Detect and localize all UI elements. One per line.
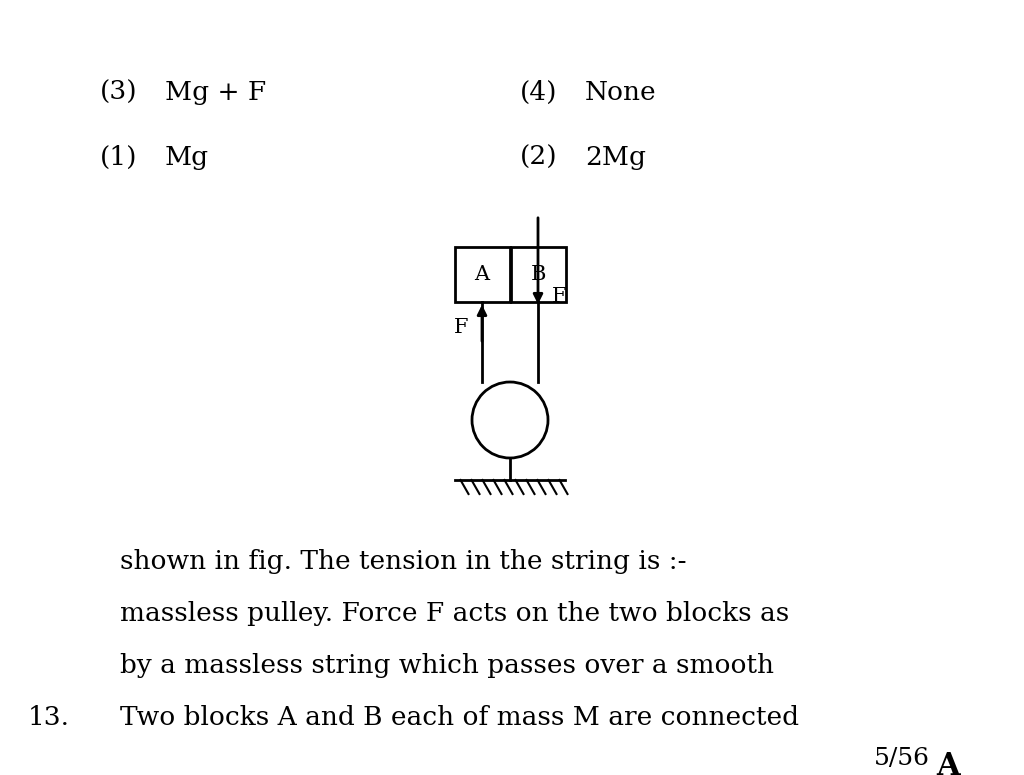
Text: Mg + F: Mg + F [165, 80, 266, 105]
Text: F: F [454, 318, 468, 336]
Text: Mg: Mg [165, 145, 209, 170]
Text: None: None [585, 80, 656, 105]
Bar [511, 247, 566, 302]
Text: (4): (4) [520, 80, 557, 105]
Text: F: F [552, 288, 566, 306]
Text: by a massless string which passes over a smooth: by a massless string which passes over a… [120, 653, 774, 678]
Text: 5/56: 5/56 [874, 747, 930, 770]
Text: 13.: 13. [28, 705, 70, 730]
Text: (1): (1) [100, 145, 137, 170]
Text: 2Mg: 2Mg [585, 145, 646, 170]
Text: (3): (3) [100, 80, 137, 105]
Text: shown in fig. The tension in the string is :-: shown in fig. The tension in the string … [120, 549, 686, 574]
Text: Two blocks A and B each of mass M are connected: Two blocks A and B each of mass M are co… [120, 705, 799, 730]
Text: A: A [474, 265, 489, 284]
Text: B: B [530, 265, 546, 284]
Text: A: A [936, 751, 961, 775]
Text: (2): (2) [520, 145, 558, 170]
Text: massless pulley. Force F acts on the two blocks as: massless pulley. Force F acts on the two… [120, 601, 790, 626]
Bar [455, 247, 510, 302]
